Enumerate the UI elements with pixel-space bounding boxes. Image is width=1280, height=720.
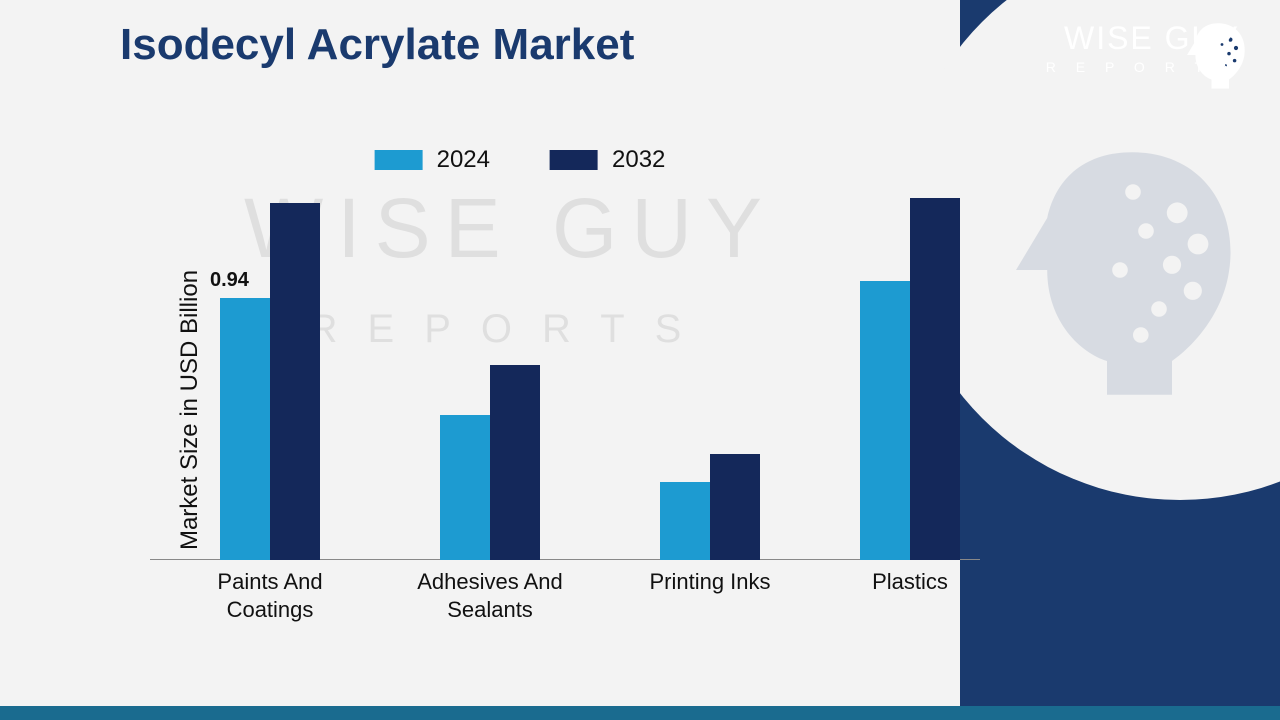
bar-value-label: 0.94 <box>210 269 249 292</box>
category-label: Paints And Coatings <box>190 568 350 623</box>
bar <box>440 415 490 560</box>
category-label: Plastics <box>830 568 990 596</box>
page-root: Isodecyl Acrylate Market WISE GUY R E P … <box>0 0 1280 720</box>
brand-logo-text: WISE GUY R E P O R T S <box>1046 20 1240 75</box>
bar-chart: Market Size in USD Billion 2024 2032 0.9… <box>60 150 980 670</box>
brand-line-1: WISE GUY <box>1046 20 1240 57</box>
chart-title: Isodecyl Acrylate Market <box>120 20 634 70</box>
bar <box>710 454 760 560</box>
bar <box>220 298 270 560</box>
watermark-head-icon <box>990 140 1250 400</box>
brand-line-2: R E P O R T S <box>1046 59 1240 75</box>
category-label: Adhesives And Sealants <box>410 568 570 623</box>
bottom-accent-bar <box>0 706 1280 720</box>
plot-area: 0.94Paints And CoatingsAdhesives And Sea… <box>150 170 980 560</box>
category-label: Printing Inks <box>630 568 790 596</box>
bar <box>270 203 320 560</box>
bar <box>910 198 960 560</box>
bar <box>490 365 540 560</box>
legend-swatch-2024 <box>375 150 423 170</box>
bar <box>660 482 710 560</box>
bar <box>860 281 910 560</box>
legend-swatch-2032 <box>550 150 598 170</box>
